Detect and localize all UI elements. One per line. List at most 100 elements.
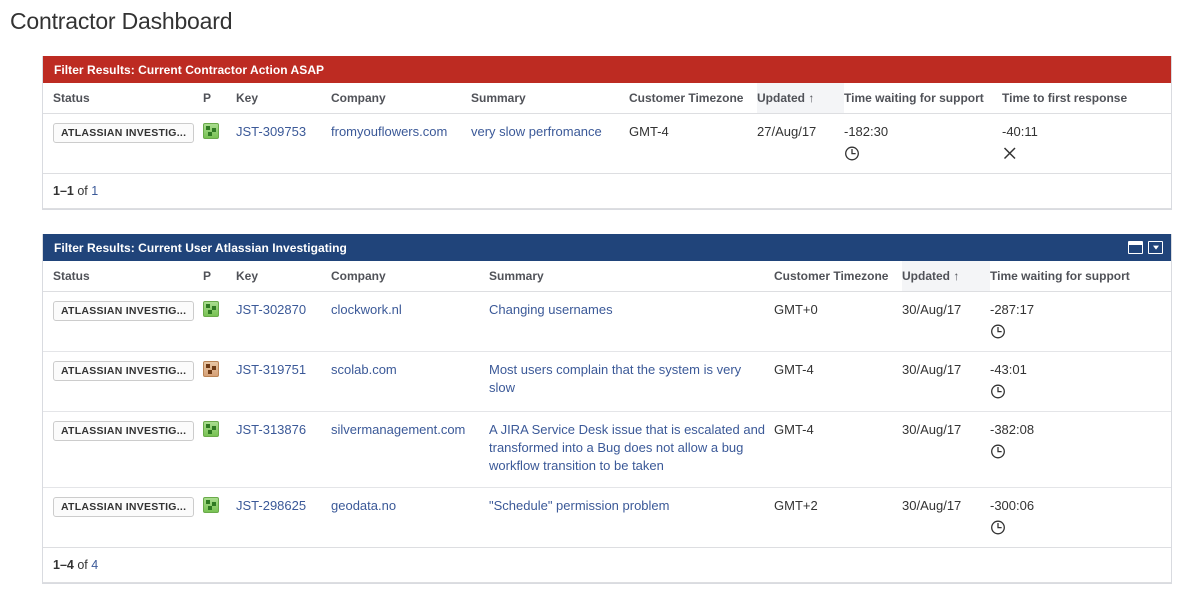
cell-summary: A JIRA Service Desk issue that is escala… [489, 411, 774, 488]
column-header-company[interactable]: Company [331, 83, 471, 114]
gadget-contractor-action-asap: Filter Results: Current Contractor Actio… [42, 56, 1172, 210]
column-header-updated-label: Updated [902, 269, 950, 283]
company-link[interactable]: clockwork.nl [331, 302, 402, 317]
cell-company: silvermanagement.com [331, 411, 489, 488]
gadget-current-user-atlassian-investigating: Filter Results: Current User Atlassian I… [42, 234, 1172, 584]
pagination-range: 1–1 [53, 184, 74, 198]
summary-link[interactable]: Changing usernames [489, 302, 613, 317]
column-header-time-waiting-for-support[interactable]: Time waiting for support [990, 261, 1171, 292]
gadget-title: Filter Results: Current Contractor Actio… [54, 62, 325, 77]
column-header-key[interactable]: Key [236, 83, 331, 114]
column-header-company[interactable]: Company [331, 261, 489, 292]
cell-priority [203, 351, 236, 412]
cell-time-waiting-for-support: -300:06 [990, 487, 1171, 548]
status-badge: ATLASSIAN INVESTIG... [53, 497, 195, 517]
cell-key: JST-302870 [236, 291, 331, 352]
clock-icon [991, 324, 1005, 339]
pagination-total-link[interactable]: 4 [91, 558, 99, 572]
cell-key: JST-313876 [236, 411, 331, 488]
column-header-status[interactable]: Status [43, 261, 203, 292]
clock-icon [991, 444, 1005, 459]
pagination-footer: 1–1 of 1 [43, 174, 1171, 209]
column-header-time-waiting-for-support[interactable]: Time waiting for support [844, 83, 1002, 114]
time-waiting-value: -300:06 [990, 498, 1035, 513]
cell-time-waiting-for-support: -182:30 [844, 113, 1002, 174]
summary-link[interactable]: "Schedule" permission problem [489, 498, 670, 513]
table-row[interactable]: ATLASSIAN INVESTIG... JST-313876 silverm… [43, 411, 1171, 488]
page-title: Contractor Dashboard [10, 8, 233, 34]
time-waiting-value: -287:17 [990, 302, 1035, 317]
summary-link[interactable]: very slow perfromance [471, 124, 602, 139]
company-link[interactable]: geodata.no [331, 498, 397, 513]
pagination-total-link[interactable]: 1 [91, 184, 99, 198]
priority-major-icon [203, 361, 219, 377]
issue-key-link[interactable]: JST-302870 [236, 302, 307, 317]
cell-company: geodata.no [331, 487, 489, 548]
column-header-summary[interactable]: Summary [471, 83, 629, 114]
column-header-customer-timezone[interactable]: Customer Timezone [774, 261, 902, 292]
issue-key-link[interactable]: JST-319751 [236, 362, 307, 377]
gadget-controls [1128, 241, 1163, 254]
company-link[interactable]: fromyouflowers.com [331, 124, 448, 139]
pagination-of-label: of [77, 558, 88, 572]
cell-summary: Changing usernames [489, 291, 774, 352]
pagination-footer: 1–4 of 4 [43, 548, 1171, 583]
cell-time-waiting-for-support: -287:17 [990, 291, 1171, 352]
cell-summary: Most users complain that the system is v… [489, 351, 774, 412]
table-row[interactable]: ATLASSIAN INVESTIG... JST-302870 clockwo… [43, 291, 1171, 352]
minimize-icon[interactable] [1128, 241, 1143, 254]
cell-time-waiting-for-support: -43:01 [990, 351, 1171, 412]
sort-ascending-icon: ↑ [808, 91, 815, 105]
column-header-updated[interactable]: Updated ↑ [902, 261, 990, 292]
cell-company: fromyouflowers.com [331, 113, 471, 174]
column-header-priority[interactable]: P [203, 261, 236, 292]
issue-key-link[interactable]: JST-313876 [236, 422, 307, 437]
issue-key-link[interactable]: JST-309753 [236, 124, 307, 139]
cell-updated: 30/Aug/17 [902, 291, 990, 352]
cell-key: JST-319751 [236, 351, 331, 412]
column-header-priority[interactable]: P [203, 83, 236, 114]
summary-link[interactable]: Most users complain that the system is v… [489, 362, 742, 395]
summary-link[interactable]: A JIRA Service Desk issue that is escala… [489, 422, 766, 473]
column-header-key[interactable]: Key [236, 261, 331, 292]
gadget-title: Filter Results: Current User Atlassian I… [54, 240, 347, 255]
status-badge: ATLASSIAN INVESTIG... [53, 123, 195, 143]
cell-customer-timezone: GMT+2 [774, 487, 902, 548]
table-row[interactable]: ATLASSIAN INVESTIG... JST-309753 fromyou… [43, 113, 1171, 174]
issue-key-link[interactable]: JST-298625 [236, 498, 307, 513]
cell-updated: 27/Aug/17 [757, 113, 844, 174]
cell-customer-timezone: GMT+0 [774, 291, 902, 352]
table-header-row: Status P Key Company Summary Customer Ti… [43, 83, 1171, 114]
status-badge: ATLASSIAN INVESTIG... [53, 301, 195, 321]
cell-key: JST-298625 [236, 487, 331, 548]
gadget-header: Filter Results: Current User Atlassian I… [43, 234, 1171, 261]
status-badge: ATLASSIAN INVESTIG... [53, 361, 195, 381]
cell-updated: 30/Aug/17 [902, 487, 990, 548]
table-row[interactable]: ATLASSIAN INVESTIG... JST-298625 geodata… [43, 487, 1171, 548]
status-badge: ATLASSIAN INVESTIG... [53, 421, 195, 441]
table-header-row: Status P Key Company Summary Customer Ti… [43, 261, 1171, 292]
column-header-time-to-first-response[interactable]: Time to first response [1002, 83, 1171, 114]
issue-table: Status P Key Company Summary Customer Ti… [43, 261, 1171, 548]
column-header-summary[interactable]: Summary [489, 261, 774, 292]
cell-updated: 30/Aug/17 [902, 411, 990, 488]
column-header-updated[interactable]: Updated ↑ [757, 83, 844, 114]
cell-status: ATLASSIAN INVESTIG... [43, 113, 203, 174]
cell-company: clockwork.nl [331, 291, 489, 352]
cell-company: scolab.com [331, 351, 489, 412]
column-header-status[interactable]: Status [43, 83, 203, 114]
clock-icon [991, 384, 1005, 399]
cell-priority [203, 411, 236, 488]
table-row[interactable]: ATLASSIAN INVESTIG... JST-319751 scolab.… [43, 351, 1171, 412]
company-link[interactable]: scolab.com [331, 362, 397, 377]
cell-status: ATLASSIAN INVESTIG... [43, 291, 203, 352]
company-link[interactable]: silvermanagement.com [331, 422, 466, 437]
chevron-down-icon[interactable] [1148, 241, 1163, 254]
cell-status: ATLASSIAN INVESTIG... [43, 351, 203, 412]
cell-time-waiting-for-support: -382:08 [990, 411, 1171, 488]
cell-status: ATLASSIAN INVESTIG... [43, 411, 203, 488]
time-waiting-value: -382:08 [990, 422, 1035, 437]
gadget-header: Filter Results: Current Contractor Actio… [43, 56, 1171, 83]
column-header-customer-timezone[interactable]: Customer Timezone [629, 83, 757, 114]
